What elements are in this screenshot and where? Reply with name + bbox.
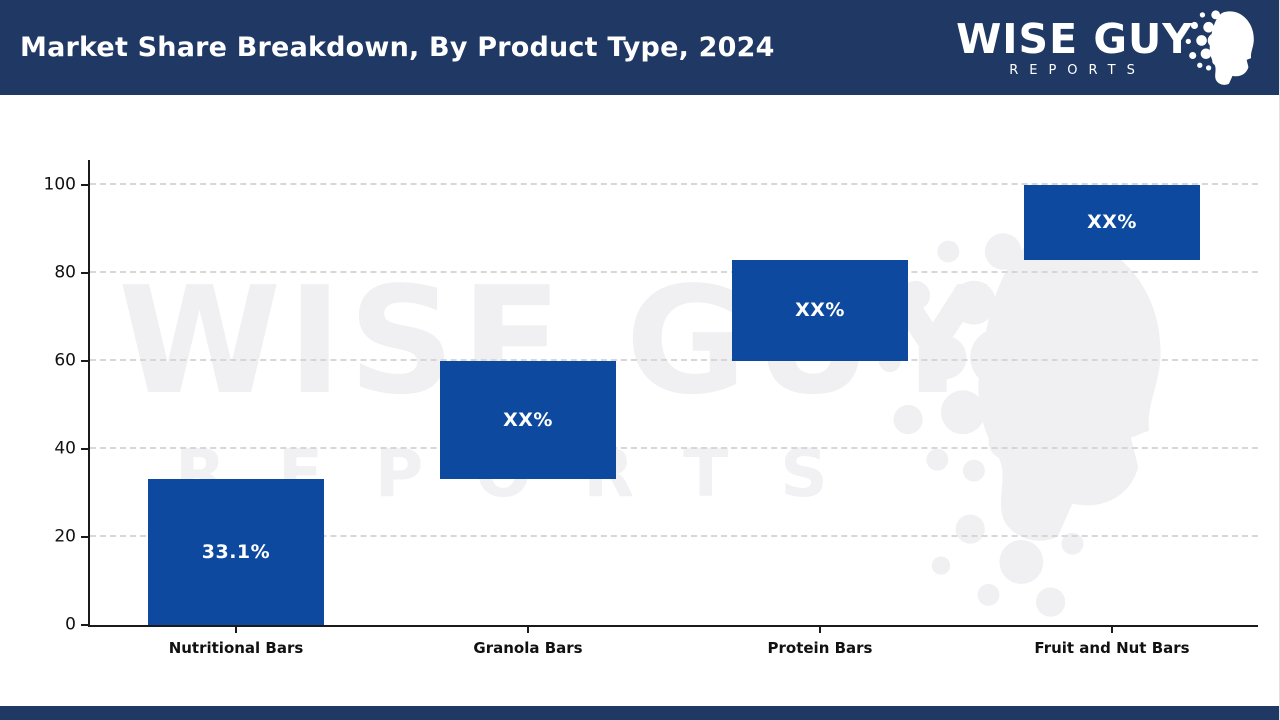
x-axis-category-label: Nutritional Bars [168, 639, 304, 657]
bar-granola-bars: XX% [440, 361, 616, 480]
gridline-40 [90, 447, 1258, 449]
bar-value-label: 33.1% [201, 541, 271, 564]
plot-area: 0 20 40 60 80 100 33.1% XX% XX% XX% Nutritional B… [44, 160, 1258, 657]
y-axis-tick-label-60: 60 [54, 350, 76, 371]
plot-scale: 0 20 40 60 80 100 33.1% XX% XX% XX% [44, 176, 1258, 633]
y-axis-tick-label-40: 40 [54, 438, 76, 459]
x-axis-tick-mark-2 [527, 625, 529, 633]
bar-fruit-and-nut-bars: XX% [1024, 185, 1200, 260]
bar-value-label: XX% [1087, 211, 1137, 234]
y-axis-tick-label-0: 0 [65, 614, 76, 635]
x-axis-category-label: Protein Bars [767, 639, 873, 657]
footer-bar [0, 706, 1279, 720]
x-axis-tick-mark-4 [1111, 625, 1113, 633]
brand-logo-text: WISE GUY REPORTS [956, 15, 1193, 78]
bar-value-label: XX% [795, 299, 845, 322]
y-axis-tick-mark-80 [81, 272, 89, 274]
gridline-100 [90, 183, 1258, 185]
gridline-60 [90, 359, 1258, 361]
y-axis-tick-mark-40 [81, 448, 89, 450]
brand-name: WISE GUY [956, 15, 1193, 64]
y-axis-tick-mark-20 [81, 536, 89, 538]
x-axis-category-label: Granola Bars [473, 639, 583, 657]
header-bar: Market Share Breakdown, By Product Type,… [0, 0, 1279, 95]
brand-head-dots-icon [1185, 10, 1254, 85]
y-axis-tick-mark-100 [81, 184, 89, 186]
gridline-80 [90, 271, 1258, 273]
bar-value-label: XX% [503, 409, 553, 432]
gridline-20 [90, 535, 1258, 537]
brand-logo: WISE GUY REPORTS [956, 6, 1263, 90]
y-axis-tick-label-100: 100 [43, 174, 76, 195]
y-axis-tick-mark-0 [81, 624, 89, 626]
y-axis-tick-mark-60 [81, 360, 89, 362]
x-axis-category-label: Fruit and Nut Bars [1034, 639, 1190, 657]
x-axis-tick-mark-3 [819, 625, 821, 633]
x-axis-tick-mark-1 [235, 625, 237, 633]
y-axis-tick-label-80: 80 [54, 262, 76, 283]
bar-nutritional-bars: 33.1% [148, 479, 324, 625]
bar-protein-bars: XX% [732, 259, 908, 361]
brand-subname: REPORTS [1009, 62, 1146, 78]
chart-title: Market Share Breakdown, By Product Type,… [20, 32, 775, 63]
y-axis-tick-label-20: 20 [54, 526, 76, 547]
